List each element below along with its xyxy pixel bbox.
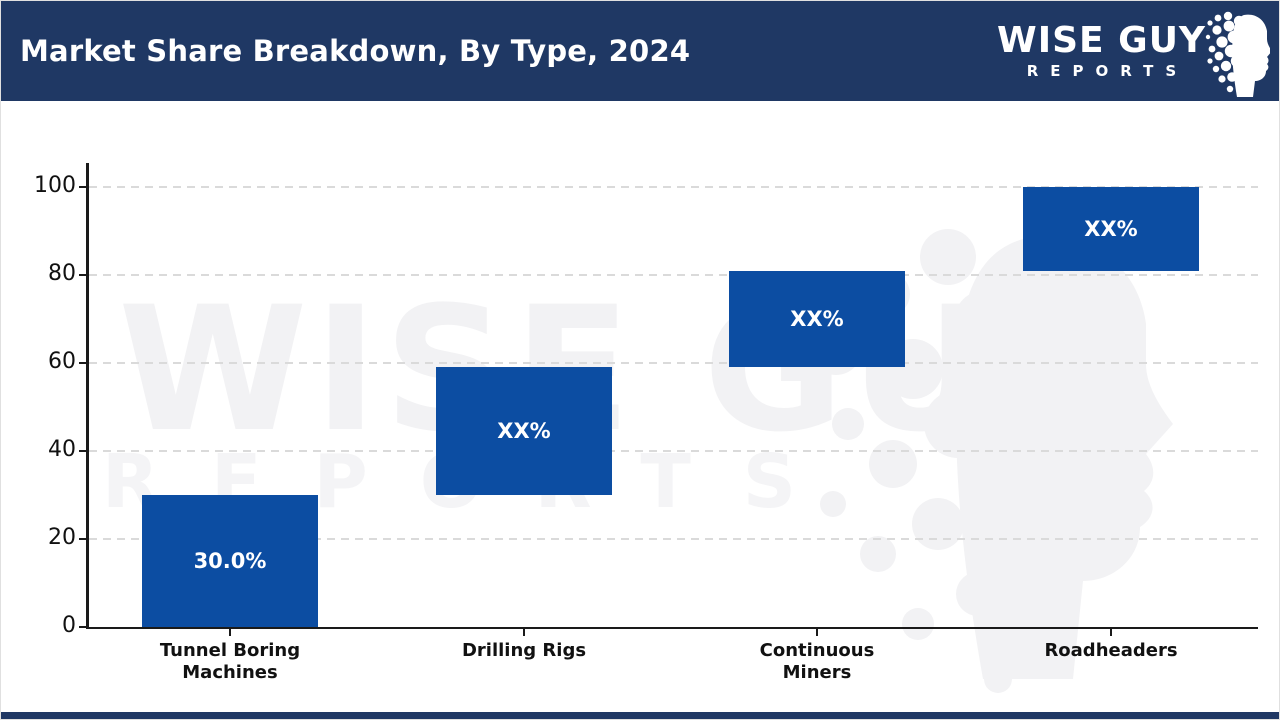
brand-subtext: REPORTS — [1026, 61, 1189, 80]
x-axis-label: Drilling Rigs — [461, 640, 587, 661]
y-axis — [86, 163, 89, 629]
gridline — [89, 450, 1258, 452]
y-tick-mark — [79, 362, 87, 364]
y-tick-mark — [79, 626, 87, 628]
y-tick-label: 80 — [48, 261, 76, 286]
x-axis-label: Roadheaders — [1044, 640, 1178, 661]
gridline — [89, 362, 1258, 364]
y-tick-label: 40 — [48, 437, 76, 462]
chart-area: WISE GUY REPORTS 02040608010030.0%Tunnel… — [0, 101, 1280, 712]
gridline — [89, 186, 1258, 188]
x-tick-mark — [816, 629, 818, 636]
x-axis-label: Tunnel Boring Machines — [159, 640, 301, 683]
gridline — [89, 274, 1258, 276]
bar-value-label: XX% — [1084, 216, 1138, 241]
bar: XX% — [1023, 187, 1199, 271]
x-axis-label: Continuous Miners — [759, 640, 875, 683]
y-tick-label: 20 — [48, 525, 76, 550]
x-axis — [86, 626, 1258, 629]
bar: XX% — [436, 367, 612, 495]
x-tick-mark — [229, 629, 231, 636]
brand-wordmark: WISE GUY — [996, 20, 1206, 61]
bar: 30.0% — [142, 495, 318, 627]
y-tick-mark — [79, 538, 87, 540]
bar-value-label: 30.0% — [193, 549, 267, 573]
bar: XX% — [729, 270, 905, 368]
footer-bar — [0, 712, 1280, 720]
brand-face-icon — [1205, 11, 1270, 97]
y-tick-label: 60 — [48, 349, 76, 374]
x-tick-mark — [523, 629, 525, 636]
x-tick-mark — [1110, 629, 1112, 636]
y-tick-mark — [79, 186, 87, 188]
gridline — [89, 538, 1258, 540]
brand-logo: WISE GUY REPORTS — [997, 6, 1272, 97]
header-bar: Market Share Breakdown, By Type, 2024 WI… — [0, 0, 1280, 101]
y-tick-label: 0 — [62, 613, 76, 638]
bar-value-label: XX% — [497, 419, 551, 444]
y-tick-mark — [79, 450, 87, 452]
y-tick-label: 100 — [34, 173, 76, 198]
page-title: Market Share Breakdown, By Type, 2024 — [20, 33, 691, 68]
bar-value-label: XX% — [790, 306, 844, 331]
plot: 0 20 40 60 80 100 30.0% Tunnel Boring Machines X… — [0, 101, 1280, 712]
y-tick-mark — [79, 274, 87, 276]
